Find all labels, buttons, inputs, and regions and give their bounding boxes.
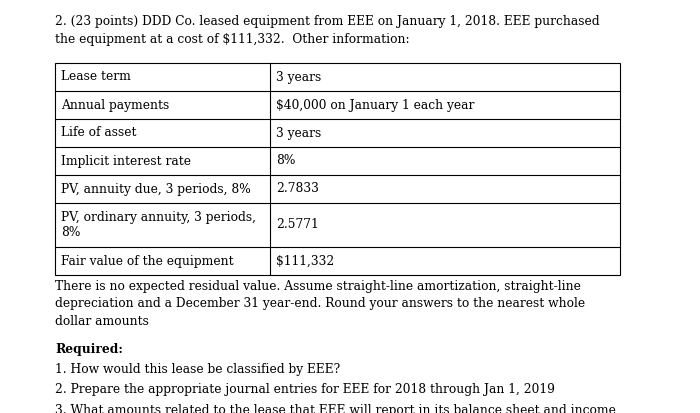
- Text: 1. How would this lease be classified by EEE?: 1. How would this lease be classified by…: [55, 363, 340, 376]
- Text: 2.7833: 2.7833: [276, 183, 319, 195]
- Text: Annual payments: Annual payments: [61, 98, 169, 112]
- Text: 3 years: 3 years: [276, 71, 321, 83]
- Text: Fair value of the equipment: Fair value of the equipment: [61, 254, 234, 268]
- Text: PV, annuity due, 3 periods, 8%: PV, annuity due, 3 periods, 8%: [61, 183, 251, 195]
- Text: 2. (23 points) DDD Co. leased equipment from EEE on January 1, 2018. EEE purchas: 2. (23 points) DDD Co. leased equipment …: [55, 15, 600, 46]
- Text: 2. Prepare the appropriate journal entries for EEE for 2018 through Jan 1, 2019: 2. Prepare the appropriate journal entri…: [55, 384, 555, 396]
- Text: PV, ordinary annuity, 3 periods,
8%: PV, ordinary annuity, 3 periods, 8%: [61, 211, 256, 240]
- Text: 3 years: 3 years: [276, 126, 321, 140]
- Text: $111,332: $111,332: [276, 254, 335, 268]
- Text: There is no expected residual value. Assume straight-line amortization, straight: There is no expected residual value. Ass…: [55, 280, 585, 328]
- Text: Lease term: Lease term: [61, 71, 131, 83]
- Text: 3. What amounts related to the lease that EEE will report in its balance sheet a: 3. What amounts related to the lease tha…: [55, 404, 616, 413]
- Bar: [55, 63, 620, 275]
- Text: Required:: Required:: [55, 343, 123, 356]
- Text: $40,000 on January 1 each year: $40,000 on January 1 each year: [276, 98, 475, 112]
- Text: 2.5771: 2.5771: [276, 218, 318, 232]
- Text: Implicit interest rate: Implicit interest rate: [61, 154, 191, 168]
- Text: Life of asset: Life of asset: [61, 126, 136, 140]
- Text: 8%: 8%: [276, 154, 295, 168]
